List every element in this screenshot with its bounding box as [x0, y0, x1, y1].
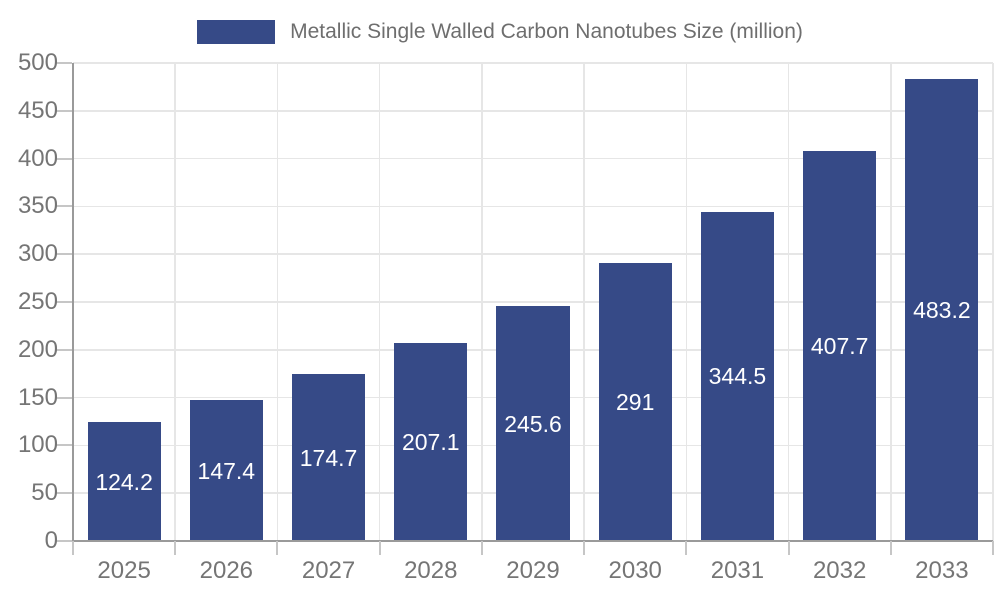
v-gridline	[378, 63, 381, 541]
h-gridline	[73, 110, 993, 112]
x-tick-label: 2030	[608, 557, 662, 584]
y-tick-label: 200	[17, 335, 58, 363]
h-gridline	[73, 62, 993, 64]
x-tick-label: 2031	[710, 557, 765, 584]
bar-value-label: 174.7	[299, 444, 358, 471]
bar-2027: 174.7	[292, 374, 366, 541]
x-tick-label: 2027	[301, 557, 356, 584]
bar-2025: 124.2	[87, 422, 161, 541]
bar-value-label: 147.4	[197, 457, 256, 484]
v-gridline	[174, 63, 176, 541]
y-tick	[57, 301, 72, 303]
bar-2028: 207.1	[394, 343, 468, 541]
x-tick	[787, 541, 790, 555]
x-tick-label: 2028	[404, 557, 458, 584]
bar-value-label: 207.1	[401, 429, 460, 455]
legend-swatch	[197, 20, 276, 44]
v-gridline	[992, 63, 994, 541]
bar-value-label: 124.2	[95, 468, 153, 495]
y-tick-label: 450	[17, 96, 58, 124]
bar-2032: 407.7	[803, 151, 877, 541]
y-tick	[57, 540, 72, 542]
x-tick	[72, 541, 74, 555]
h-gridline	[73, 157, 993, 160]
y-tick-label: 0	[44, 527, 58, 554]
v-gridline	[787, 63, 790, 541]
y-tick-label: 400	[17, 144, 58, 172]
bar-2026: 147.4	[189, 400, 263, 541]
y-tick	[57, 492, 72, 495]
bar-value-label: 407.7	[810, 333, 869, 360]
x-tick	[480, 541, 483, 555]
y-tick	[57, 444, 72, 447]
legend-label: Metallic Single Walled Carbon Nanotubes …	[290, 20, 803, 43]
y-tick-label: 350	[17, 192, 58, 220]
y-tick	[57, 62, 72, 64]
bar-value-label: 245.6	[504, 410, 562, 437]
bar-2033: 483.2	[905, 79, 979, 541]
y-tick	[57, 253, 72, 256]
x-tick-label: 2025	[97, 557, 151, 584]
x-tick-label: 2032	[812, 557, 867, 584]
bar-2031: 344.5	[700, 211, 774, 541]
x-axis-line	[72, 540, 993, 542]
y-tick	[57, 396, 72, 399]
bar-2030: 291	[598, 262, 672, 541]
v-gridline	[685, 63, 688, 541]
bar-2029: 245.6	[496, 306, 570, 541]
v-gridline	[481, 63, 483, 541]
y-tick-label: 50	[31, 479, 58, 507]
x-tick-label: 2033	[915, 557, 969, 584]
y-axis-line	[72, 63, 74, 542]
x-tick	[583, 541, 586, 555]
v-gridline	[890, 63, 892, 541]
bar-value-label: 344.5	[708, 363, 767, 390]
v-gridline	[583, 63, 585, 541]
h-gridline	[73, 205, 993, 208]
y-tick-label: 250	[17, 288, 58, 315]
x-tick	[276, 541, 279, 555]
x-tick-label: 2029	[506, 557, 560, 584]
x-tick-label: 2026	[199, 557, 254, 584]
y-tick	[57, 109, 72, 112]
h-gridline	[73, 253, 993, 255]
x-tick	[992, 541, 994, 555]
bar-value-label: 291	[616, 388, 655, 415]
y-tick-label: 100	[17, 431, 58, 459]
y-tick	[57, 348, 72, 351]
y-tick	[57, 157, 72, 160]
y-tick-label: 500	[17, 49, 58, 76]
x-tick	[685, 541, 688, 555]
x-tick	[174, 541, 177, 555]
chart-legend: Metallic Single Walled Carbon Nanotubes …	[0, 16, 1000, 48]
y-tick-label: 150	[17, 383, 58, 411]
v-gridline	[276, 63, 279, 541]
bar-value-label: 483.2	[913, 297, 971, 324]
h-gridline	[73, 301, 993, 303]
x-tick	[378, 541, 381, 555]
plot-area: 124.2 147.4 174.7 207.1 245.6 291 344.5 407.7 48…	[73, 62, 994, 541]
y-tick	[57, 205, 72, 208]
x-tick	[889, 541, 892, 555]
y-tick-label: 300	[17, 240, 58, 268]
